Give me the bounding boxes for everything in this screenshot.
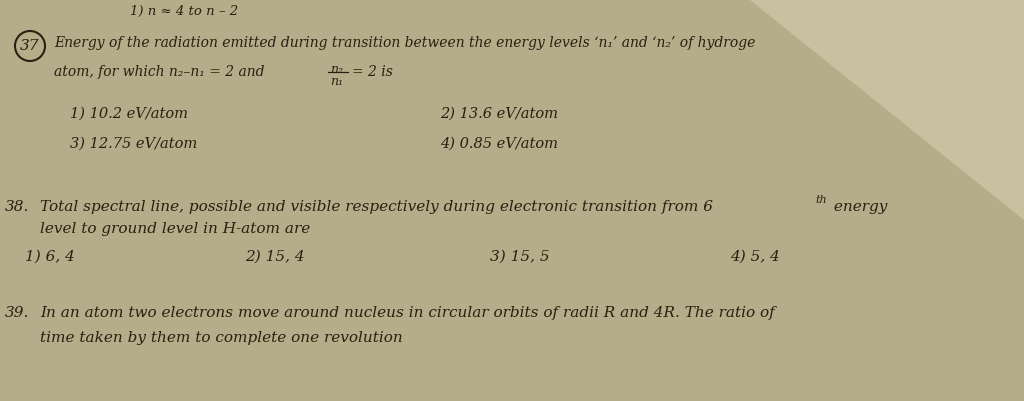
- Text: energy: energy: [829, 200, 888, 214]
- Text: th: th: [815, 195, 826, 205]
- Text: 2) 13.6 eV/atom: 2) 13.6 eV/atom: [440, 107, 558, 121]
- Text: 1) 6, 4: 1) 6, 4: [25, 250, 75, 264]
- Text: n₁: n₁: [330, 75, 343, 88]
- Text: Energy of the radiation emitted during transition between the energy levels ‘n₁’: Energy of the radiation emitted during t…: [54, 36, 756, 50]
- Text: 4) 0.85 eV/atom: 4) 0.85 eV/atom: [440, 137, 558, 151]
- Text: = 2 is: = 2 is: [352, 65, 393, 79]
- Text: 38.: 38.: [5, 200, 30, 214]
- Polygon shape: [750, 0, 1024, 220]
- Text: 1) n ≈ 4 to n – 2: 1) n ≈ 4 to n – 2: [130, 5, 239, 18]
- Text: time taken by them to complete one revolution: time taken by them to complete one revol…: [40, 331, 402, 345]
- Text: 2) 15, 4: 2) 15, 4: [245, 250, 304, 264]
- Text: 39.: 39.: [5, 306, 30, 320]
- Text: n₂: n₂: [330, 63, 343, 76]
- Text: 1) 10.2 eV/atom: 1) 10.2 eV/atom: [70, 107, 188, 121]
- Text: 3) 12.75 eV/atom: 3) 12.75 eV/atom: [70, 137, 198, 151]
- Text: level to ground level in H-atom are: level to ground level in H-atom are: [40, 222, 310, 236]
- Text: 3) 15, 5: 3) 15, 5: [490, 250, 550, 264]
- Text: 4) 5, 4: 4) 5, 4: [730, 250, 780, 264]
- Text: 37: 37: [20, 39, 40, 53]
- Text: atom, for which n₂–n₁ = 2 and: atom, for which n₂–n₁ = 2 and: [54, 65, 264, 79]
- Text: In an atom two electrons move around nucleus in circular orbits of radii R and 4: In an atom two electrons move around nuc…: [40, 306, 775, 320]
- Text: Total spectral line, possible and visible respectively during electronic transit: Total spectral line, possible and visibl…: [40, 200, 713, 214]
